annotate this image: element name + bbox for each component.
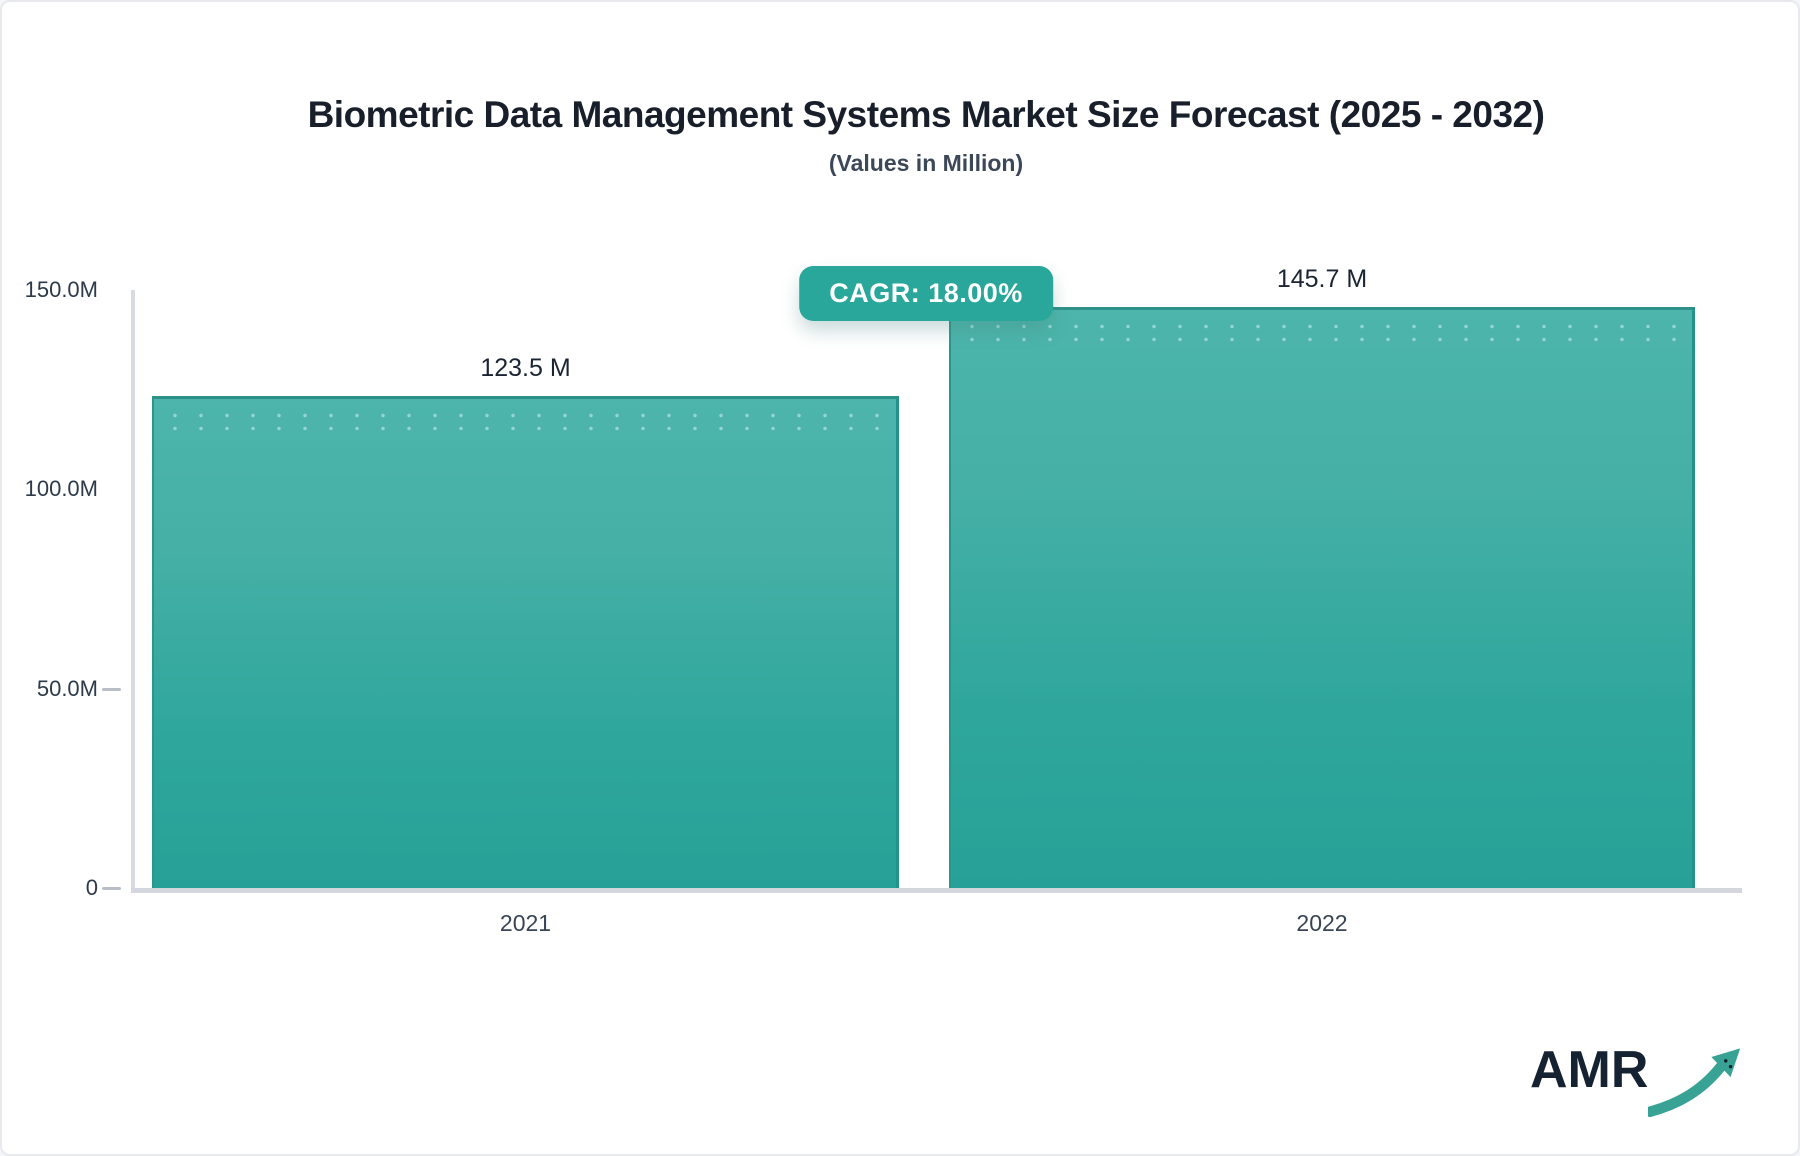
chart-title: Biometric Data Management Systems Market… [307, 94, 1545, 135]
cagr-badge-label: CAGR: 18.00% [829, 278, 1023, 308]
bar-2021[interactable] [152, 396, 899, 888]
x-tick-label-2021: 2021 [499, 910, 552, 936]
amr-logo-text: AMR [1530, 1041, 1649, 1099]
bar-2022[interactable] [949, 307, 1695, 888]
y-tick-label: 0 [85, 875, 98, 900]
bar-value-label-2022: 145.7 M [1276, 265, 1368, 293]
chart-subtitle: (Values in Million) [828, 150, 1024, 176]
y-tick-mark [102, 687, 121, 691]
y-axis-line [131, 290, 135, 892]
growth-arrow-icon [1648, 1048, 1741, 1117]
x-axis-line [131, 888, 1742, 893]
bar-value-label-2021: 123.5 M [480, 354, 571, 382]
amr-logo: AMR [1530, 1040, 1741, 1120]
y-tick-label: 50.0M [36, 675, 98, 701]
x-tick-label-2022: 2022 [1296, 910, 1348, 936]
y-tick-label: 100.0M [24, 476, 98, 502]
cagr-badge: CAGR: 18.00% [799, 266, 1053, 321]
y-tick-label: 150.0M [24, 277, 98, 302]
y-tick-mark [102, 887, 121, 890]
